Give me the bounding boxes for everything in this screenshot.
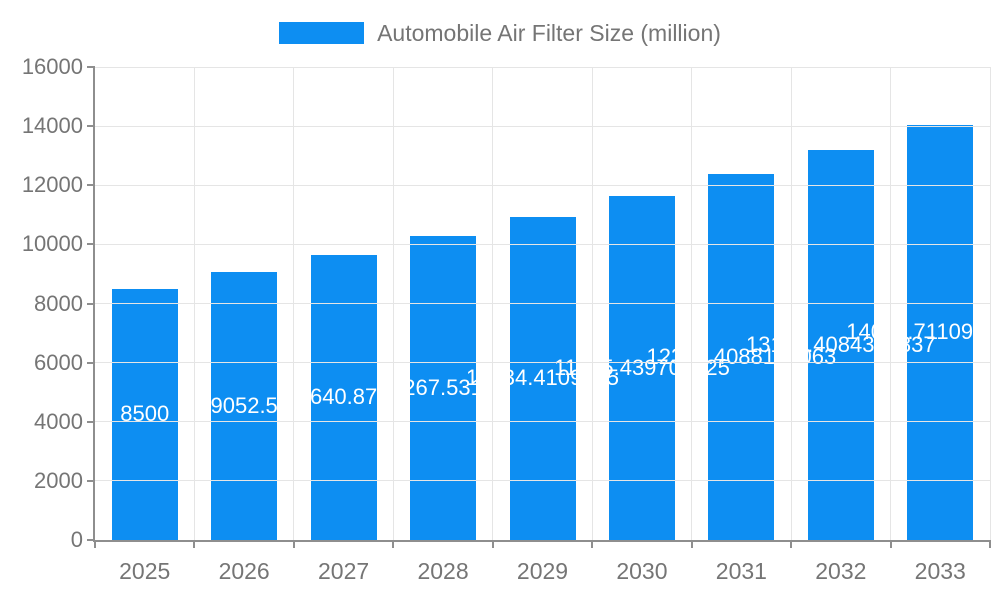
x-axis-label-2032: 2032	[815, 558, 867, 584]
bar-2028[interactable]	[410, 236, 477, 540]
plot-area: 8500 9052.5 9640.875 10267.53125 10934.41093…	[95, 67, 1000, 540]
x-axis-tick	[790, 540, 793, 548]
bar-2033[interactable]	[907, 124, 974, 540]
x-gridline	[193, 67, 195, 540]
x-gridline	[591, 67, 593, 540]
bar-value-label: 9640.875	[297, 384, 390, 410]
y-axis-tick	[87, 361, 95, 364]
bar-2029[interactable]	[509, 216, 576, 540]
bar-2026[interactable]	[211, 272, 278, 540]
y-axis-tick	[87, 539, 95, 541]
bar-value-label: 10934.4109375	[466, 365, 619, 391]
x-axis-label-2026: 2026	[218, 558, 270, 584]
legend-swatch	[279, 22, 365, 44]
y-gridline	[95, 184, 990, 186]
y-axis-tick	[87, 479, 95, 482]
x-axis-tick	[193, 540, 196, 548]
x-axis-tick	[491, 540, 494, 548]
bar-2027[interactable]	[310, 254, 377, 540]
bar-value-label: 12396.4088174063	[646, 343, 837, 369]
y-axis-tick-label: 16000	[21, 54, 83, 79]
bar-value-label: 14046.7110999068	[846, 319, 1000, 345]
y-axis-line	[93, 67, 95, 542]
bar-value-label: 9052.5	[210, 393, 278, 419]
x-axis-tick	[292, 540, 295, 548]
y-axis-tick-label: 8000	[34, 290, 83, 316]
y-axis-tick	[87, 184, 95, 187]
bar-2032[interactable]	[807, 149, 874, 540]
x-axis-label-2029: 2029	[516, 558, 569, 584]
bar-value-label: 13196.4084396837	[746, 331, 936, 357]
x-axis-label-2033: 2033	[914, 558, 966, 584]
y-gridline	[95, 125, 990, 127]
y-axis-tick-label: 4000	[34, 408, 83, 434]
y-axis-tick	[87, 243, 95, 246]
y-gridline	[95, 303, 990, 304]
x-axis-label-2027: 2027	[318, 558, 370, 584]
y-gridline	[95, 66, 990, 68]
x-gridline	[989, 67, 991, 540]
x-axis-label-2028: 2028	[417, 558, 469, 584]
x-gridline	[293, 67, 295, 540]
bar-value-label: 8500	[120, 401, 170, 427]
bar-2025[interactable]	[111, 288, 178, 540]
legend-label: Automobile Air Filter Size (million)	[377, 20, 721, 46]
x-axis-label-2025: 2025	[119, 558, 171, 584]
x-axis-line	[93, 540, 990, 542]
y-axis-tick-label: 6000	[34, 349, 83, 375]
y-axis-tick	[87, 66, 95, 68]
bar-2030[interactable]	[608, 195, 675, 540]
y-axis-tick-label: 10000	[21, 231, 83, 257]
x-axis-tick	[989, 540, 991, 548]
y-axis-tick	[87, 125, 95, 128]
x-axis-label-2030: 2030	[616, 558, 668, 584]
y-axis-tick-label: 0	[70, 527, 83, 552]
y-axis-tick-label: 2000	[34, 467, 83, 493]
x-axis-label-2031: 2031	[715, 558, 767, 584]
x-axis-tick	[889, 540, 892, 548]
x-gridline	[790, 67, 792, 540]
y-axis-tick-label: 12000	[21, 172, 83, 198]
x-gridline	[890, 67, 892, 540]
y-axis-tick	[87, 420, 95, 423]
legend[interactable]: Automobile Air Filter Size (million)	[0, 20, 1000, 46]
x-axis-tick	[94, 540, 96, 548]
y-gridline	[95, 421, 990, 423]
y-axis-tick-label: 14000	[21, 113, 83, 139]
y-gridline	[95, 480, 990, 482]
x-axis-tick	[591, 540, 594, 548]
x-gridline	[691, 67, 693, 540]
x-gridline	[392, 67, 394, 540]
x-gridline	[492, 67, 494, 540]
x-axis-tick	[392, 540, 395, 548]
bar-value-label: 10267.53125	[378, 375, 508, 401]
y-gridline	[95, 362, 990, 364]
bar-value-label: 11645.439703125	[554, 354, 730, 380]
bar-2031[interactable]	[708, 173, 775, 540]
y-axis-tick	[87, 302, 95, 305]
y-gridline	[95, 243, 990, 245]
x-axis-tick	[690, 540, 693, 548]
